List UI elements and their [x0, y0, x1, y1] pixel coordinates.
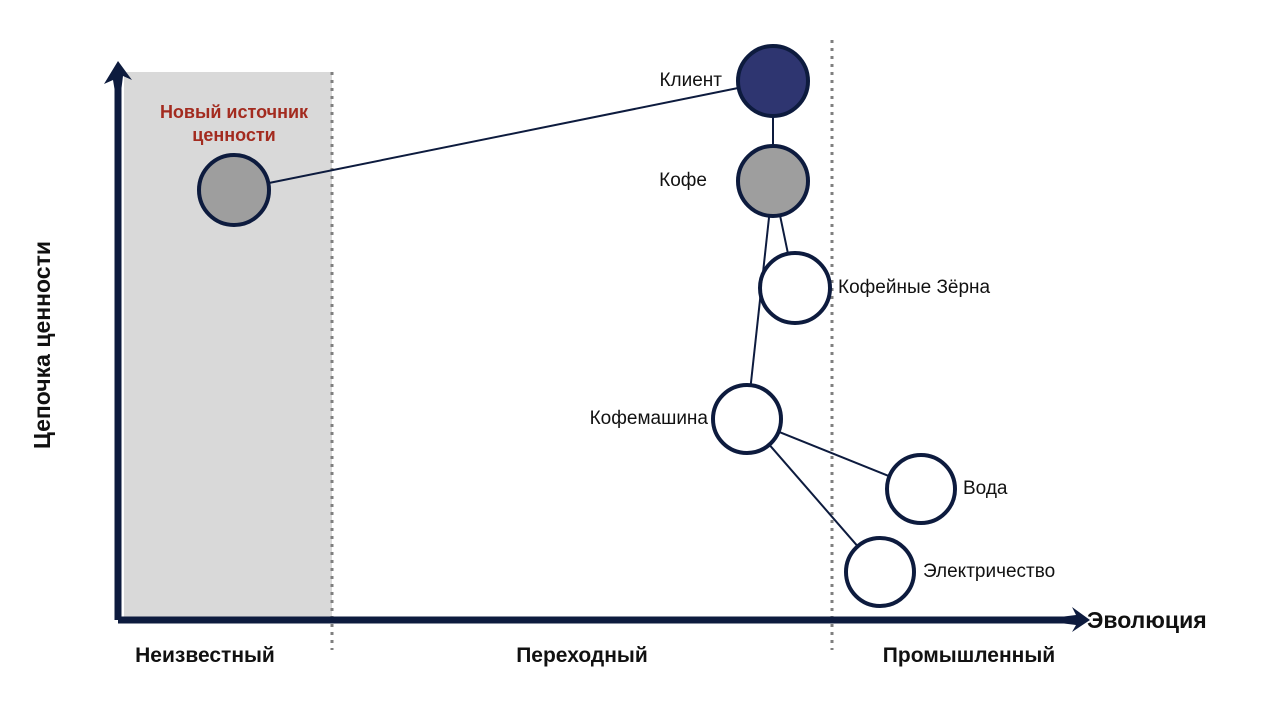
svg-text:Электричество: Электричество: [923, 561, 1055, 582]
svg-text:Эволюция: Эволюция: [1087, 607, 1207, 633]
svg-text:ценности: ценности: [192, 125, 275, 145]
svg-text:Кофе: Кофе: [659, 170, 707, 191]
svg-text:Промышленный: Промышленный: [883, 644, 1055, 667]
svg-text:Новый источник: Новый источник: [160, 102, 309, 122]
svg-text:Клиент: Клиент: [659, 70, 722, 91]
svg-text:Цепочка ценности: Цепочка ценности: [29, 241, 55, 449]
svg-text:Кофейные Зёрна: Кофейные Зёрна: [838, 277, 991, 298]
svg-text:Неизвестный: Неизвестный: [135, 644, 275, 667]
svg-text:Кофемашина: Кофемашина: [590, 408, 709, 429]
svg-text:Вода: Вода: [963, 478, 1008, 499]
svg-text:Переходный: Переходный: [516, 644, 648, 667]
